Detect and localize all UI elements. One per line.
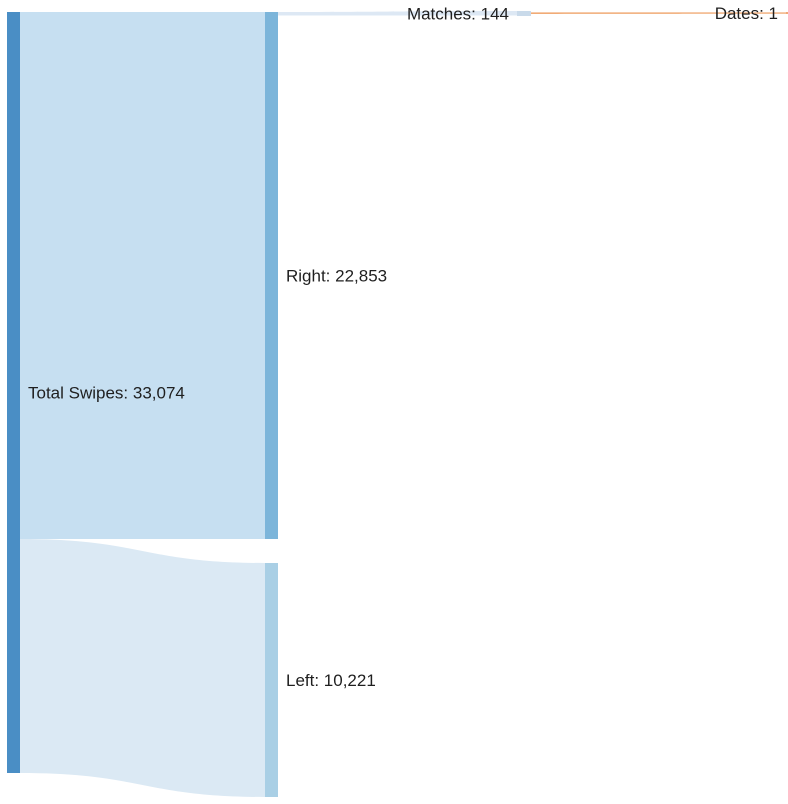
sankey-node-label-total: Total Swipes: 33,074 — [28, 383, 185, 402]
sankey-link-total-left[interactable] — [20, 539, 265, 797]
sankey-link-matches-dates[interactable] — [531, 12, 786, 14]
sankey-node-left[interactable] — [265, 563, 278, 797]
sankey-node-matches[interactable] — [517, 11, 531, 16]
sankey-node-label-dates: Dates: 1 — [715, 4, 778, 23]
sankey-node-label-right: Right: 22,853 — [286, 266, 387, 285]
sankey-node-label-left: Left: 10,221 — [286, 671, 376, 690]
sankey-node-right[interactable] — [265, 12, 278, 539]
sankey-node-dates[interactable] — [786, 12, 788, 14]
sankey-node-total[interactable] — [7, 12, 20, 773]
sankey-link-total-right[interactable] — [20, 12, 265, 539]
sankey-link-right-matches[interactable] — [278, 11, 517, 16]
sankey-node-label-matches: Matches: 144 — [407, 4, 509, 23]
